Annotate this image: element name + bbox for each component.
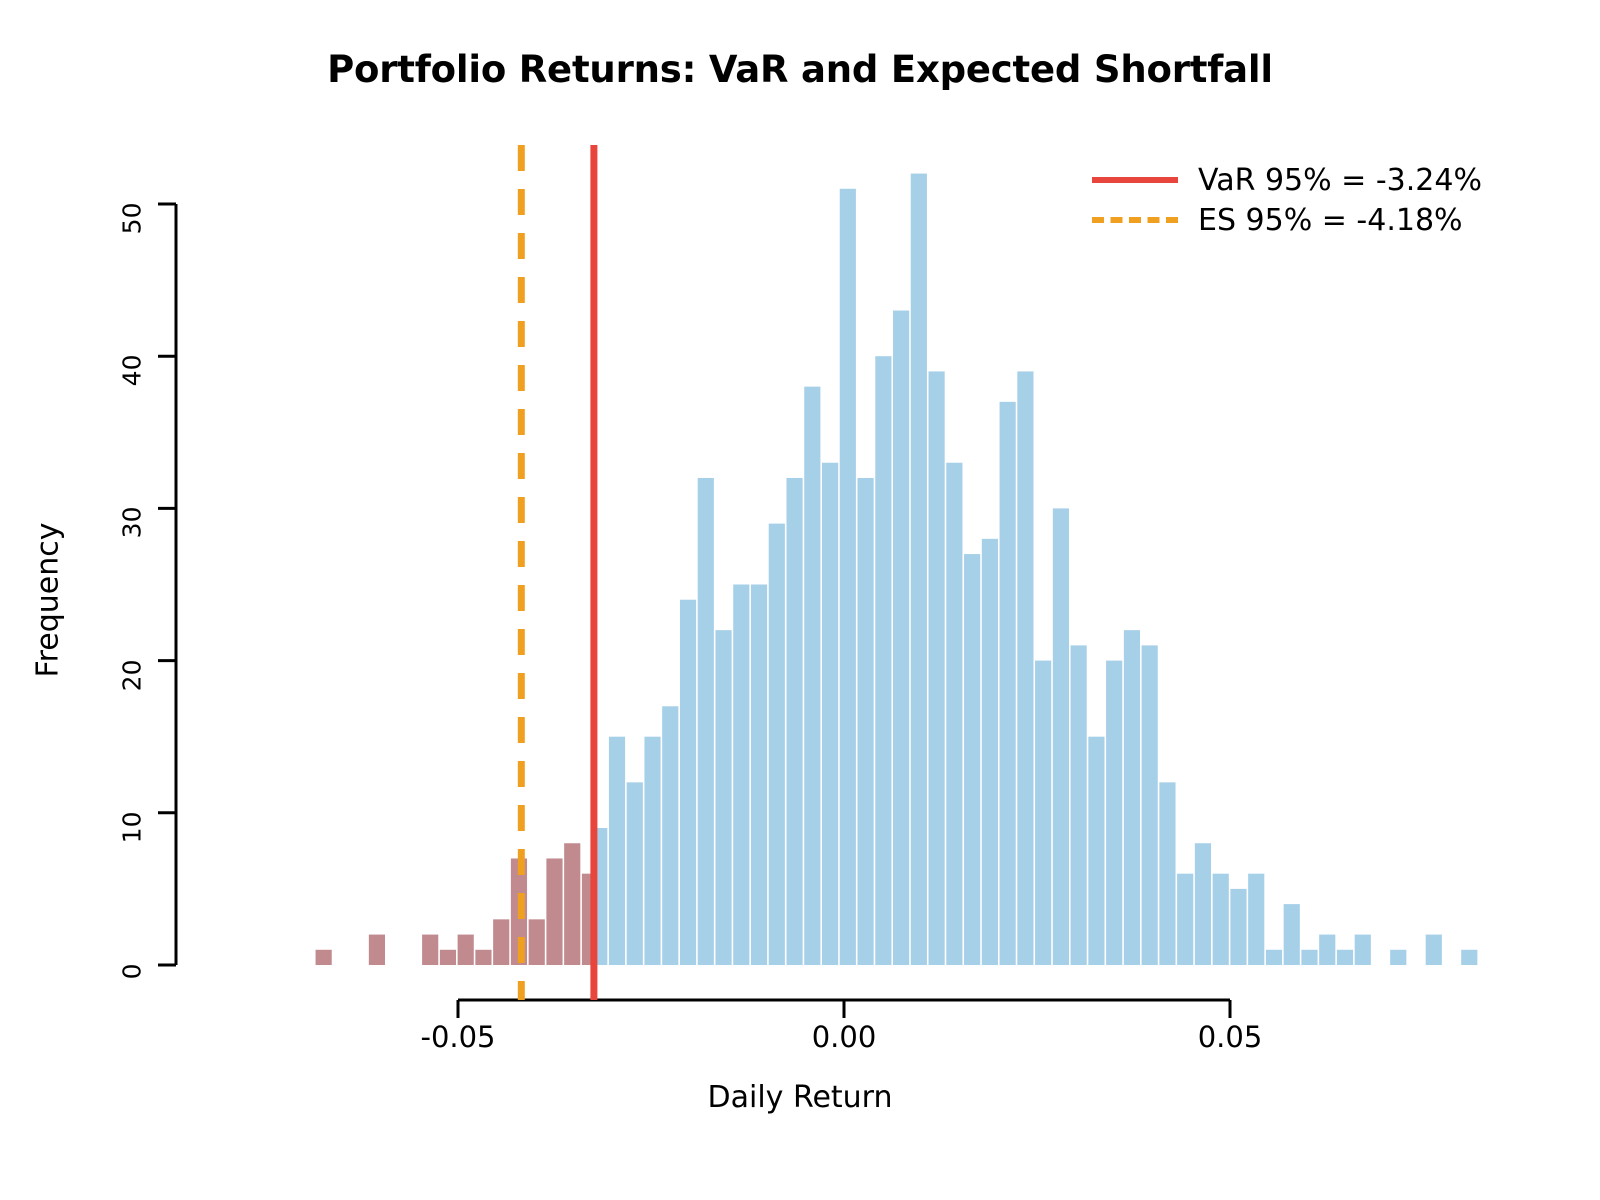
histogram-bar bbox=[368, 934, 385, 965]
histogram-bar bbox=[981, 538, 998, 965]
histogram-bar bbox=[608, 736, 626, 965]
histogram-bar bbox=[679, 599, 697, 965]
y-axis-tick-label: 50 bbox=[117, 202, 147, 235]
histogram-bar bbox=[439, 949, 457, 965]
legend-item-es: ES 95% = -4.18% bbox=[1092, 200, 1492, 240]
histogram-bar bbox=[1212, 873, 1229, 965]
histogram-bar bbox=[315, 949, 332, 965]
histogram-bar bbox=[1141, 645, 1158, 965]
y-axis-tick-label: 40 bbox=[117, 354, 147, 387]
histogram-bar bbox=[733, 584, 750, 965]
histogram-bar bbox=[1301, 949, 1318, 965]
histogram-bar bbox=[928, 371, 945, 965]
histogram-bar bbox=[964, 554, 981, 965]
histogram-bar bbox=[750, 584, 768, 965]
histogram-bar bbox=[422, 934, 439, 965]
legend-swatch-es-line bbox=[1092, 217, 1178, 223]
y-axis-tick-label: 10 bbox=[117, 811, 147, 844]
legend-label-var: VaR 95% = -3.24% bbox=[1198, 162, 1482, 198]
histogram-bar bbox=[1035, 660, 1052, 965]
y-axis-tick-label: 0 bbox=[117, 963, 147, 980]
histogram-bar bbox=[822, 462, 839, 965]
histogram-bar bbox=[697, 477, 714, 965]
histogram-bar bbox=[768, 523, 785, 965]
histogram-bar bbox=[493, 919, 510, 965]
x-axis-tick-label: 0.00 bbox=[811, 1020, 877, 1054]
histogram-bar bbox=[1194, 843, 1212, 965]
y-axis-tick-label: 20 bbox=[117, 659, 147, 691]
histogram-bar bbox=[946, 462, 963, 965]
x-axis-tick-label: -0.05 bbox=[420, 1020, 496, 1054]
x-axis-tick-label: 0.05 bbox=[1197, 1020, 1263, 1054]
histogram-bar bbox=[1230, 888, 1247, 965]
histogram-bar bbox=[1088, 736, 1105, 965]
histogram-bar bbox=[857, 477, 874, 965]
page-title: Portfolio Returns: VaR and Expected Shor… bbox=[327, 48, 1273, 91]
histogram-bar bbox=[1052, 508, 1069, 965]
histogram-bar bbox=[1265, 949, 1283, 965]
histogram-bar bbox=[1461, 949, 1478, 965]
histogram-bar bbox=[839, 188, 856, 965]
reference-lines-layer bbox=[517, 145, 598, 1000]
histogram-bar bbox=[1390, 949, 1407, 965]
histogram-bar bbox=[1283, 904, 1300, 965]
histogram-bar bbox=[715, 630, 732, 965]
histogram-bar bbox=[786, 477, 803, 965]
histogram-bar bbox=[1123, 630, 1141, 965]
histogram-bar bbox=[804, 386, 821, 965]
histogram-bar bbox=[1336, 949, 1354, 965]
chart-legend: VaR 95% = -3.24% ES 95% = -4.18% bbox=[1092, 160, 1492, 240]
histogram-bar bbox=[1319, 934, 1336, 965]
histogram-bar bbox=[475, 949, 492, 965]
axes-layer bbox=[158, 202, 1232, 1018]
histogram-bar bbox=[1070, 645, 1087, 965]
bars-layer bbox=[315, 173, 1478, 965]
histogram-bar bbox=[564, 843, 581, 965]
histogram-bar bbox=[1425, 934, 1442, 965]
histogram-bar bbox=[644, 736, 661, 965]
histogram-bar bbox=[999, 401, 1016, 965]
histogram-bar bbox=[1159, 782, 1176, 965]
histogram-bar bbox=[1177, 873, 1194, 965]
y-axis-tick-label: 30 bbox=[117, 506, 147, 539]
legend-item-var: VaR 95% = -3.24% bbox=[1092, 160, 1492, 200]
histogram-bar bbox=[662, 706, 679, 965]
histogram-bar bbox=[528, 919, 545, 965]
y-axis-label: Frequency bbox=[30, 522, 66, 678]
histogram-bar bbox=[1017, 371, 1034, 965]
histogram-bar bbox=[1248, 873, 1265, 965]
histogram-bar bbox=[626, 782, 643, 965]
histogram-bar bbox=[546, 858, 563, 965]
histogram-bar bbox=[910, 173, 927, 965]
legend-swatch-var-line bbox=[1092, 177, 1178, 183]
x-axis-label: Daily Return bbox=[707, 1080, 893, 1115]
histogram-bar bbox=[893, 310, 910, 965]
histogram-bar bbox=[457, 934, 474, 965]
histogram-bar bbox=[1354, 934, 1371, 965]
legend-label-es: ES 95% = -4.18% bbox=[1198, 202, 1463, 238]
histogram-bar bbox=[875, 356, 892, 965]
histogram-bar bbox=[1106, 660, 1123, 965]
